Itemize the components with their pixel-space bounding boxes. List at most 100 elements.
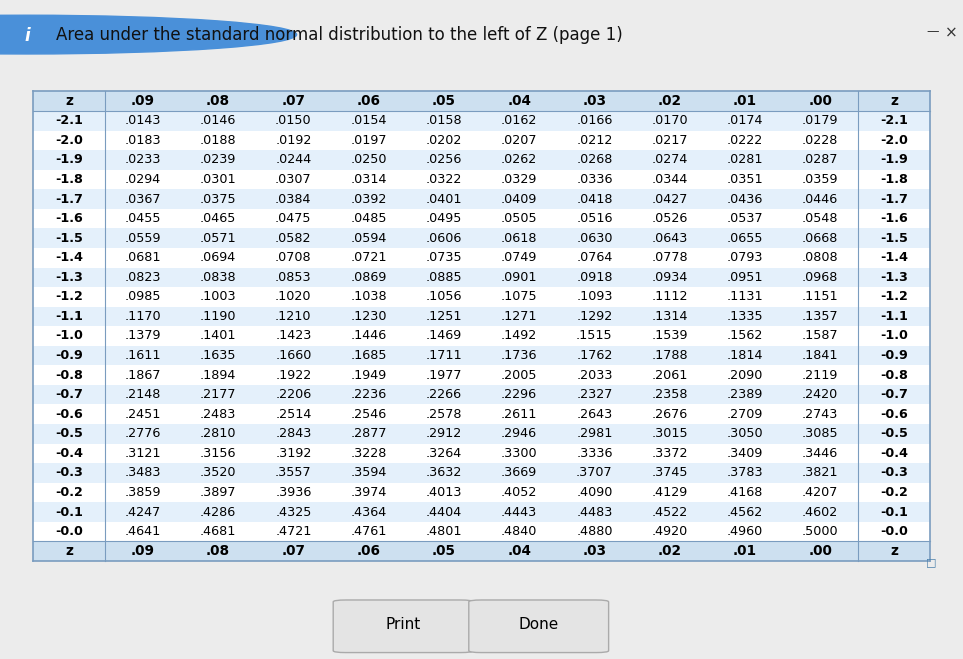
Text: .0274: .0274 [651,154,688,167]
Bar [632,424,707,444]
Text: .1711: .1711 [426,349,462,362]
Bar [406,542,482,561]
Text: .0143: .0143 [124,114,161,127]
Text: .4207: .4207 [802,486,839,499]
Text: .3632: .3632 [426,467,462,480]
Bar [632,209,707,229]
Bar [783,365,858,385]
Text: .0749: .0749 [501,251,537,264]
Bar [783,189,858,209]
Text: .1515: .1515 [576,330,612,343]
Bar [557,111,632,130]
Text: .0446: .0446 [802,192,838,206]
Bar [482,365,557,385]
Bar [707,209,783,229]
Bar [707,522,783,542]
Text: .1003: .1003 [199,291,237,303]
Text: -1.7: -1.7 [880,192,908,206]
Text: -1.3: -1.3 [55,271,83,284]
Bar [406,522,482,542]
Text: .3085: .3085 [802,427,839,440]
Text: .2266: .2266 [426,388,462,401]
Bar [783,522,858,542]
Bar [482,326,557,346]
Text: -1.4: -1.4 [880,251,908,264]
Bar [557,326,632,346]
Bar [632,130,707,150]
Bar [406,268,482,287]
Text: .0427: .0427 [651,192,688,206]
Text: -1.0: -1.0 [880,330,908,343]
Bar [406,444,482,463]
Text: .0918: .0918 [576,271,612,284]
Text: .0838: .0838 [199,271,237,284]
Bar [105,346,180,365]
Text: .2389: .2389 [727,388,763,401]
Text: -1.4: -1.4 [55,251,83,264]
Text: .0188: .0188 [199,134,237,147]
Bar [557,424,632,444]
Bar [707,170,783,189]
Bar [707,405,783,424]
Text: .0207: .0207 [501,134,537,147]
Text: .4840: .4840 [501,525,537,538]
Text: .2946: .2946 [501,427,537,440]
Bar [256,385,331,405]
Bar [482,268,557,287]
Text: .4920: .4920 [652,525,688,538]
Text: .2327: .2327 [576,388,612,401]
Text: -1.7: -1.7 [55,192,83,206]
Text: z: z [65,544,73,558]
Text: .2236: .2236 [351,388,387,401]
Text: .0262: .0262 [501,154,537,167]
Text: .0708: .0708 [275,251,312,264]
Bar [858,502,930,522]
Bar [858,346,930,365]
Text: .1736: .1736 [501,349,537,362]
Bar [632,306,707,326]
Text: -0.4: -0.4 [880,447,908,460]
Text: -0.6: -0.6 [880,408,908,420]
Bar [632,189,707,209]
Text: .04: .04 [508,544,532,558]
Bar [331,482,406,502]
Text: .01: .01 [733,94,757,108]
Bar [33,248,105,268]
Text: .0301: .0301 [199,173,237,186]
Text: .1379: .1379 [124,330,161,343]
Bar [406,365,482,385]
Text: .3121: .3121 [124,447,161,460]
Text: -0.2: -0.2 [880,486,908,499]
Text: .2005: .2005 [501,368,537,382]
Bar [783,111,858,130]
Bar [632,326,707,346]
Bar [331,365,406,385]
Bar [180,542,256,561]
Bar [557,365,632,385]
Bar [707,482,783,502]
Bar [331,502,406,522]
Text: .0150: .0150 [275,114,312,127]
Text: .3974: .3974 [351,486,387,499]
Bar [858,405,930,424]
Text: .03: .03 [583,94,607,108]
Bar [33,92,105,111]
Text: .0409: .0409 [501,192,537,206]
Text: .3936: .3936 [275,486,312,499]
Bar [858,365,930,385]
Text: .0244: .0244 [275,154,311,167]
Bar [858,444,930,463]
Bar [783,346,858,365]
Bar [406,405,482,424]
Bar [783,405,858,424]
Bar [482,130,557,150]
Bar [256,365,331,385]
Bar [707,150,783,170]
Text: .02: .02 [658,544,682,558]
Text: .0250: .0250 [351,154,387,167]
Bar [783,306,858,326]
Text: .00: .00 [808,94,832,108]
Text: .2061: .2061 [651,368,688,382]
Text: .2177: .2177 [200,388,236,401]
Bar [256,170,331,189]
